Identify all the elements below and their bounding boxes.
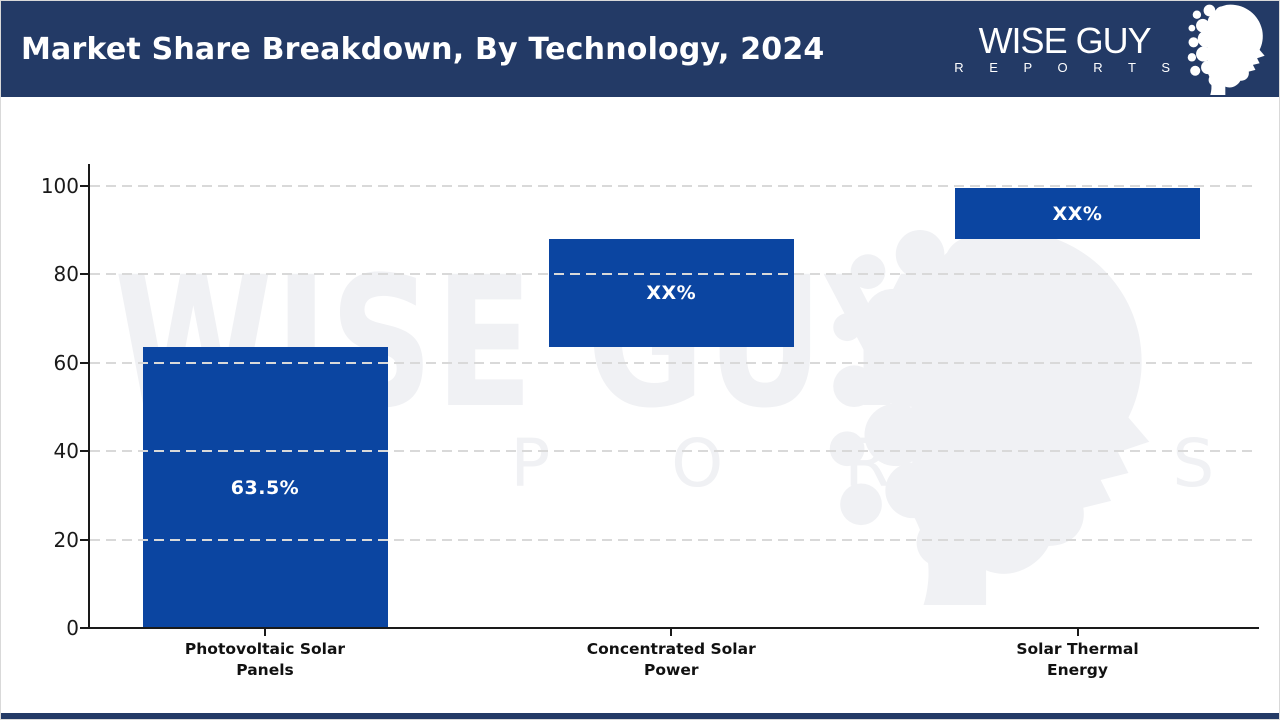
x-axis-label-line: Solar Thermal [1016,640,1139,658]
y-tick [80,538,89,541]
x-axis-label-line: Photovoltaic Solar [184,640,346,658]
logo-reports-label: R E P O R T S [954,59,1181,75]
footer-accent-bar [1,713,1279,719]
x-axis-label-line: Concentrated Solar [586,640,756,658]
header-banner: Market Share Breakdown, By Technology, 2… [1,1,1279,97]
gridline [90,361,1258,364]
y-tick-label: 20 [53,527,79,552]
bar-value-label: 63.5% [230,476,300,499]
wiseguy-head-icon [1185,3,1269,95]
bar-value-label: XX% [1052,202,1103,225]
bar-photovoltaic-solar-panels: 63.5% [142,347,388,628]
wiseguy-logo: WISE GUY R E P O R T S [948,1,1269,97]
page-title: Market Share Breakdown, By Technology, 2… [21,31,825,67]
y-tick-label: 80 [53,262,79,287]
y-axis-line [88,164,90,629]
gridline [90,185,1258,187]
y-tick [80,450,89,453]
bar-value-label: XX% [646,282,697,305]
x-axis-category-label: Concentrated Solar Power [501,639,841,681]
logo-wiseguy-label: WISE GUY [978,19,1152,61]
y-tick-label: 100 [40,174,79,198]
y-tick [80,185,89,187]
y-tick-label: 0 [66,616,79,640]
gridline [90,450,1258,453]
x-axis-category-label: Solar Thermal Energy [908,639,1248,681]
y-tick [80,627,89,629]
y-tick [80,273,89,276]
logo-text: WISE GUY R E P O R T S [948,19,1181,75]
bar-solar-thermal-energy: XX% [955,188,1200,240]
x-tick [264,628,266,636]
x-axis-label-line: Energy [1047,661,1108,679]
gridline [90,273,1258,276]
x-axis-label-line: Panels [236,661,294,679]
x-axis-line [88,627,1259,629]
x-axis-category-label: Photovoltaic Solar Panels [95,639,435,681]
watermark-wiseguy-head-icon [819,223,1167,605]
y-tick-label: 40 [53,439,79,464]
bar-concentrated-solar-power: XX% [548,239,794,348]
y-tick [80,361,89,364]
x-tick [1076,628,1079,636]
x-axis-label-line: Power [644,661,699,679]
x-tick [670,628,673,636]
y-tick-label: 60 [53,350,79,375]
gridline [90,538,1258,541]
